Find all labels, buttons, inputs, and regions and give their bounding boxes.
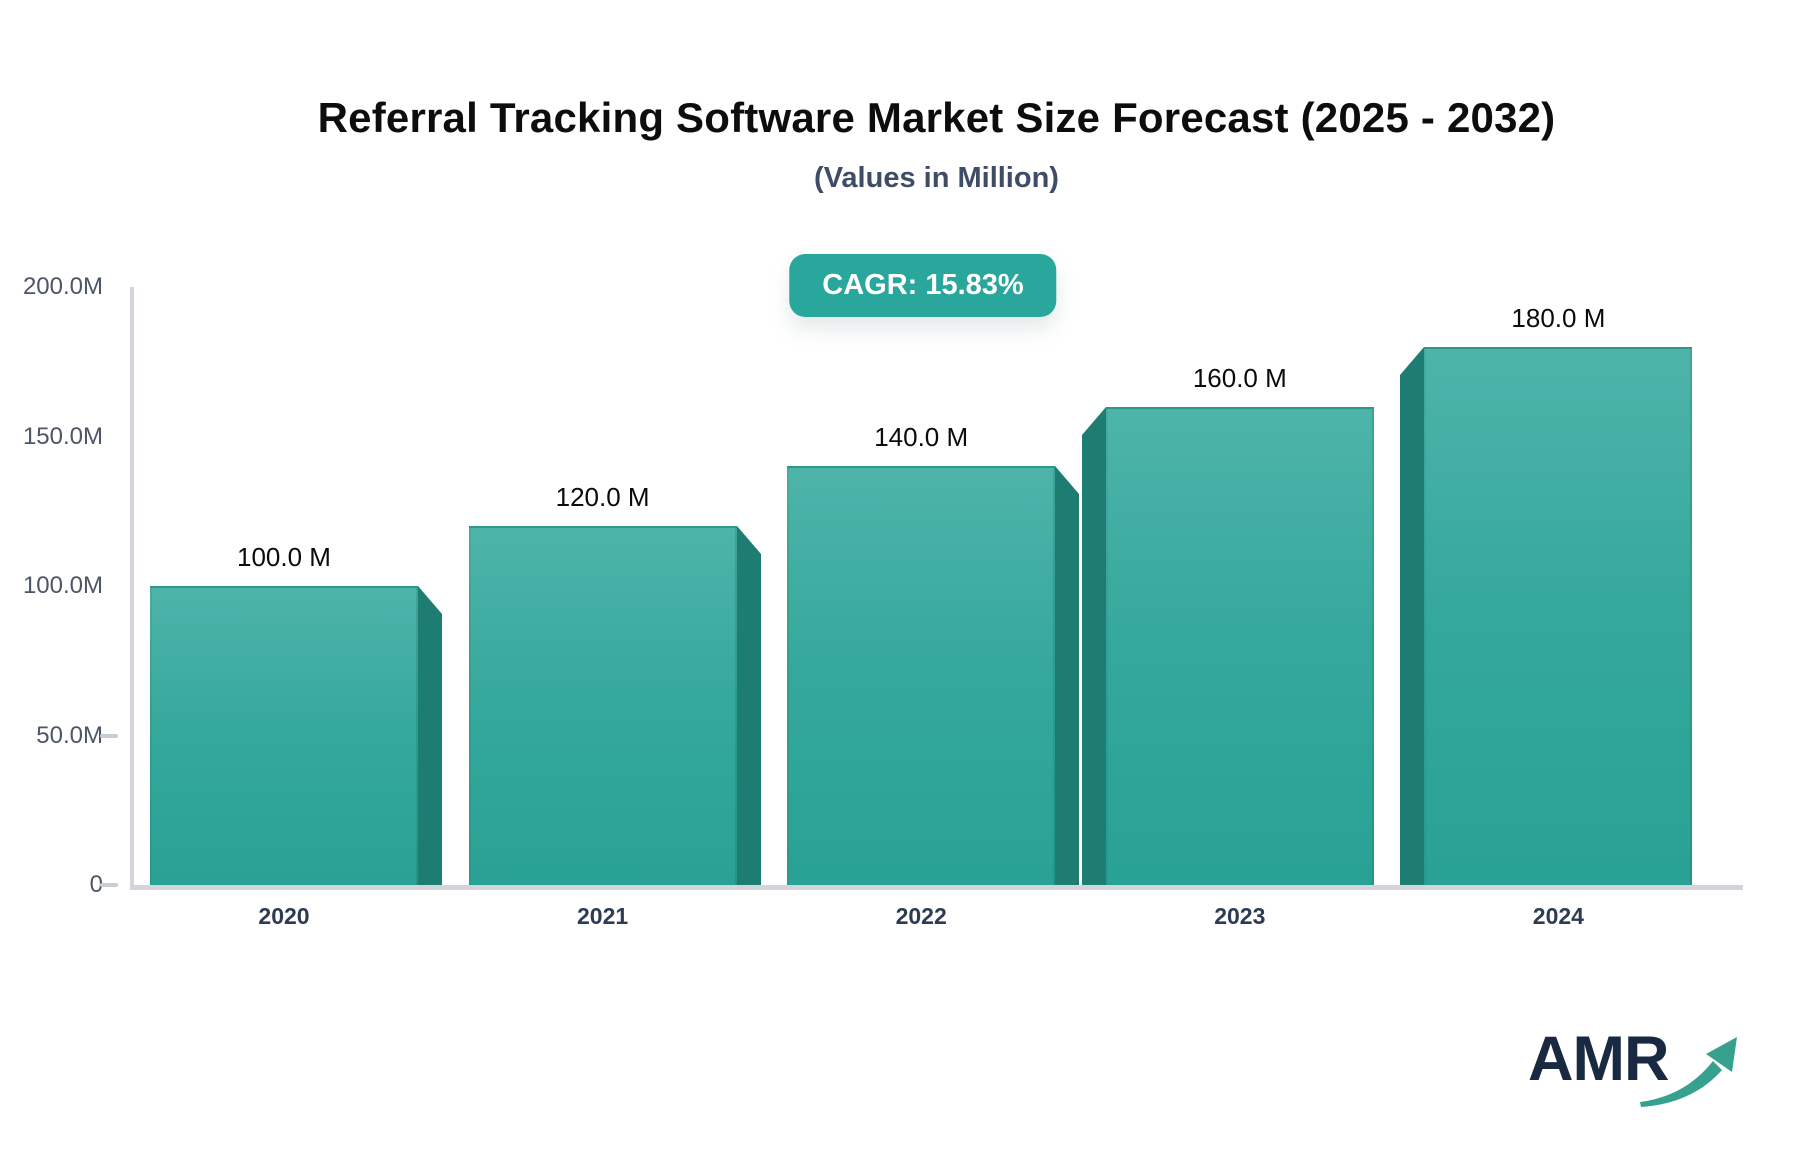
x-axis-label-2024: 2024 [1532, 903, 1584, 929]
y-axis-line [130, 287, 134, 890]
bar-2023[interactable] [1106, 407, 1374, 885]
y-axis-tick-label: 50.0M [36, 721, 103, 749]
chart-subtitle: (Values in Million) [814, 162, 1059, 194]
bar-side-face [1400, 347, 1424, 885]
bar-side-face [1082, 407, 1106, 885]
bar-side-face [1055, 466, 1079, 885]
bar-value-label: 100.0 M [237, 542, 331, 572]
bar-2022[interactable] [787, 466, 1055, 885]
x-axis-line [130, 885, 1743, 890]
bar-side-face [737, 526, 761, 885]
y-axis-tick-mark [100, 733, 118, 738]
y-axis-tick-label: 0 [89, 871, 103, 898]
bar-value-label: 160.0 M [1192, 363, 1287, 393]
y-axis-tick-mark [100, 883, 118, 887]
bar-2020[interactable] [150, 586, 418, 885]
chart-title: Referral Tracking Software Market Size F… [317, 94, 1556, 141]
amr-logo: AMR [1528, 1024, 1737, 1114]
y-axis-tick-label: 150.0M [22, 422, 103, 450]
amr-logo-text: AMR [1528, 1024, 1669, 1094]
bar-value-label: 180.0 M [1511, 303, 1606, 333]
bar-2024[interactable] [1424, 347, 1692, 885]
trending-up-arrow-icon [1640, 1037, 1737, 1107]
y-axis-tick-label: 200.0M [22, 273, 103, 300]
x-axis-label-2020: 2020 [258, 903, 310, 929]
bar-value-label: 140.0 M [874, 422, 969, 452]
x-axis-label-2023: 2023 [1214, 903, 1266, 929]
x-axis-label-2021: 2021 [577, 903, 629, 929]
y-axis-tick-label: 100.0M [22, 572, 103, 599]
cagr-badge: CAGR: 15.83% [789, 254, 1057, 317]
bar-side-face [418, 586, 442, 885]
bar-2021[interactable] [469, 526, 737, 885]
bar-value-label: 120.0 M [555, 482, 650, 512]
x-axis-label-2022: 2022 [895, 903, 947, 929]
